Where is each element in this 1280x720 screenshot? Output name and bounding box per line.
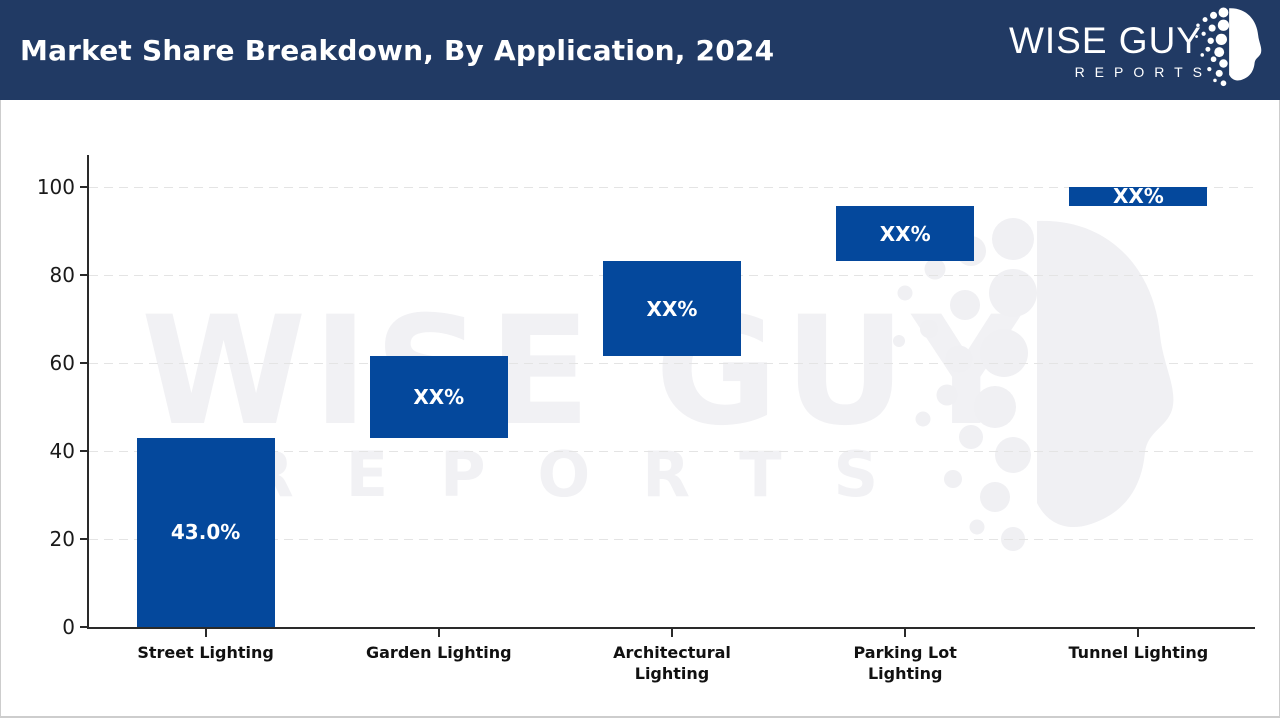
y-axis-tick-label: 40 [49,438,75,463]
y-axis-tick-label: 60 [49,350,75,375]
x-axis-tick [437,629,440,637]
x-axis-category-label: Street Lighting [137,643,274,662]
logo-line1: WISE GUY [1008,19,1202,61]
waterfall-bar: 43.0% [136,437,275,627]
y-gridline [89,450,1255,452]
chart-area: WISE GUY REPORTS 0 20 40 60 80 100 43.0% Street… [0,100,1280,718]
x-axis-line [87,627,1255,629]
logo-line2: REPORTS [1074,63,1212,80]
x-axis-tick [1137,629,1140,637]
bar-value-label: XX% [413,384,465,409]
y-gridline [89,362,1255,364]
x-axis-category-label: Tunnel Lighting [1068,643,1209,662]
x-axis-category-label: Architectural Lighting [613,643,731,683]
y-gridline [89,186,1255,188]
x-axis-category-label: Garden Lighting [366,643,512,662]
bar-value-label: XX% [646,296,698,321]
waterfall-bar: XX% [836,206,975,262]
bar-value-label: XX% [879,221,931,246]
y-axis-tick-label: 80 [49,262,75,287]
y-axis-tick [80,449,88,452]
x-axis-tick [671,629,673,637]
watermark-text-1: WISE GUY [141,285,1027,459]
y-axis-tick [80,361,88,364]
waterfall-bar: XX% [1069,184,1208,209]
y-axis-tick [80,537,88,540]
header: Market Share Breakdown, By Application, … [0,0,1280,100]
logo-wordmark: WISE GUY REPORTS [1009,22,1202,79]
y-axis-tick-label: 0 [62,615,75,639]
watermark-text-2: REPORTS [246,438,931,511]
bar-value-label: XX% [1112,184,1164,209]
x-axis-tick [904,629,907,637]
x-axis-tick [204,629,207,637]
y-axis-tick [80,626,88,628]
x-axis-category-label: Parking Lot Lighting [853,643,957,683]
bar-value-label: 43.0% [170,520,241,545]
wiseguy-head-icon [1195,7,1262,87]
page-title: Market Share Breakdown, By Application, … [20,33,775,67]
wise-guy-logo: WISE GUY REPORTS [1009,4,1266,96]
waterfall-bar: XX% [603,261,741,357]
waterfall-bar: XX% [369,356,508,438]
y-axis-tick [80,185,88,188]
y-axis-tick [80,273,88,276]
y-gridline [89,538,1255,540]
y-axis-line [87,155,89,629]
y-axis-tick-label: 20 [49,526,75,551]
y-axis-tick-label: 100 [36,174,75,199]
